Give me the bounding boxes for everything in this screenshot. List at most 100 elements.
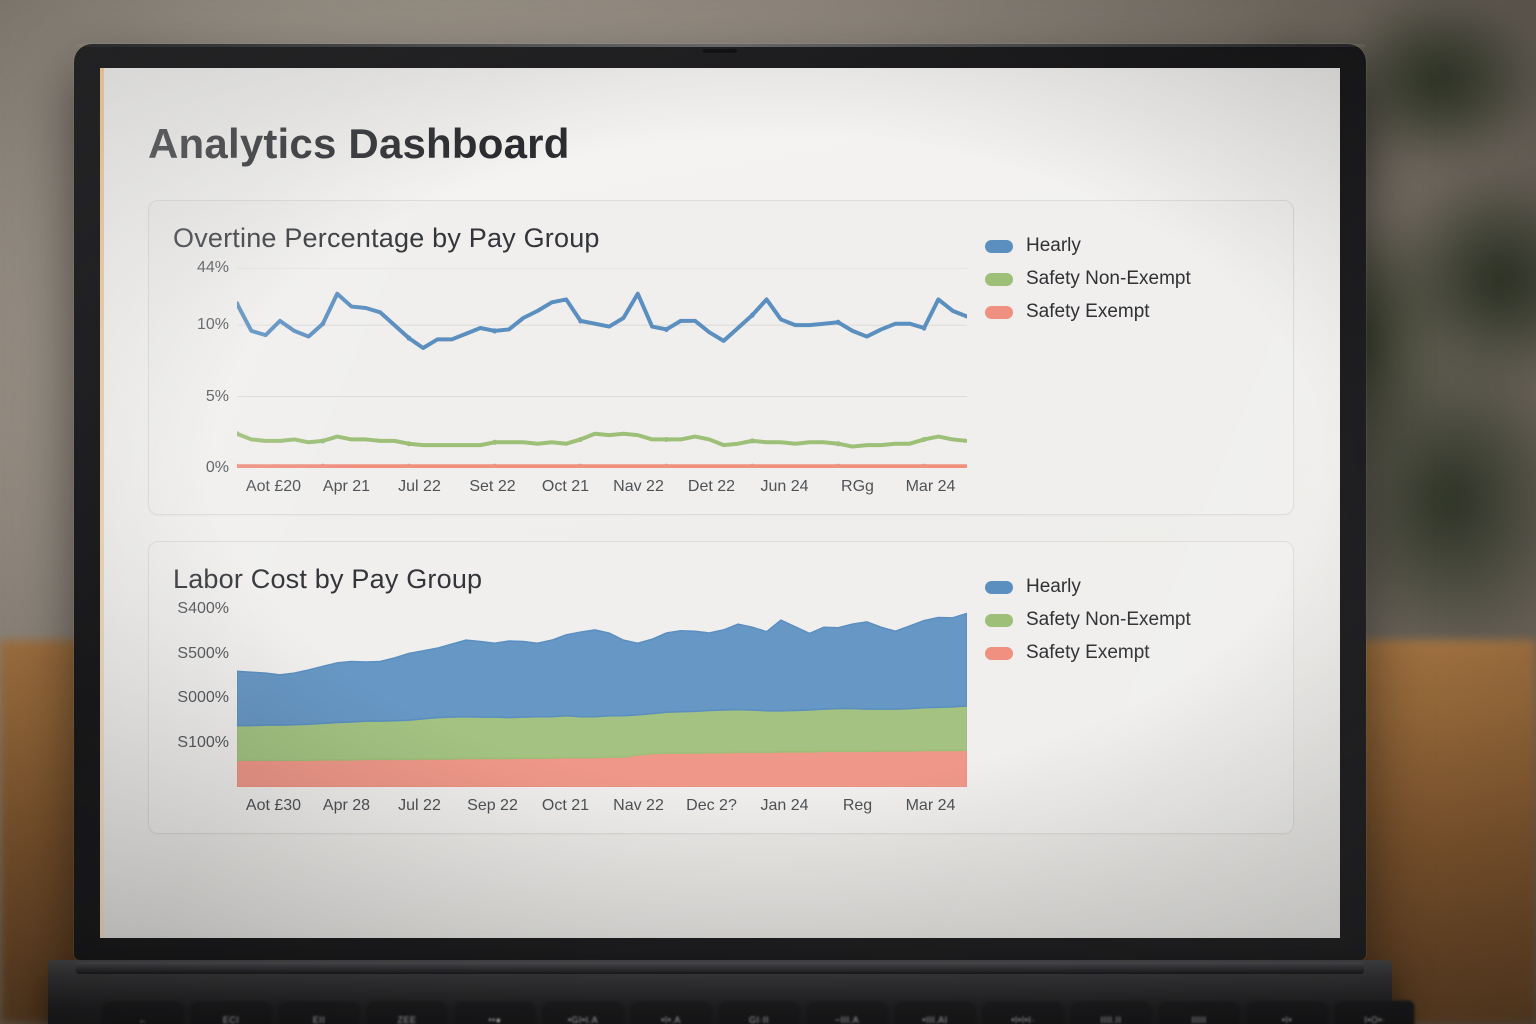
x-axis-tick-label: Aot £20 bbox=[237, 478, 310, 496]
series-marker bbox=[578, 463, 583, 468]
x-axis-tick-label: Det 22 bbox=[675, 478, 748, 496]
legend-swatch-icon bbox=[985, 613, 1013, 627]
keyboard-key[interactable]: EII bbox=[280, 1000, 358, 1024]
x-axis-tick-label: Nav 22 bbox=[602, 797, 675, 815]
legend-item[interactable]: Hearly bbox=[985, 235, 1267, 257]
y-axis-labor-cost: S400% S500% S000% S100% bbox=[173, 600, 237, 787]
page-title: Analytics Dashboard bbox=[148, 120, 1294, 168]
x-axis-tick-label: RGg bbox=[821, 478, 894, 496]
webcam bbox=[703, 49, 737, 53]
legend-swatch-icon bbox=[985, 580, 1013, 594]
y-axis-tick-label: S000% bbox=[177, 689, 229, 707]
x-axis-tick-label: Nav 22 bbox=[602, 478, 675, 496]
x-axis-tick-label: Oct 21 bbox=[529, 797, 602, 815]
card-overtime-percentage: Overtine Percentage by Pay Group 44% 10% 5… bbox=[148, 200, 1294, 515]
x-axis-overtime: Aot £20Apr 21Jul 22Set 22Oct 21Nav 22Det… bbox=[237, 478, 967, 496]
series-marker bbox=[578, 318, 583, 324]
series-area bbox=[237, 613, 967, 725]
x-axis-tick-label: Oct 21 bbox=[529, 478, 602, 496]
series-marker bbox=[921, 436, 927, 443]
keyboard-key[interactable]: IIII.II bbox=[1072, 1000, 1150, 1024]
legend-labor-cost: Hearly Safety Non-Exempt Safety Exempt bbox=[967, 564, 1267, 815]
legend-item[interactable]: Safety Non-Exempt bbox=[985, 609, 1267, 631]
lid-edge-highlight bbox=[74, 44, 1366, 47]
x-axis-tick-label: Apr 28 bbox=[310, 797, 383, 815]
y-axis-tick-label: 0% bbox=[206, 459, 229, 477]
series-marker bbox=[664, 463, 669, 468]
legend-label: Safety Exempt bbox=[1026, 642, 1150, 664]
x-axis-tick-label: Jul 22 bbox=[383, 478, 456, 496]
y-axis-tick-label: S400% bbox=[177, 600, 229, 618]
keyboard-key[interactable]: GI·II bbox=[720, 1000, 798, 1024]
series-marker bbox=[237, 431, 240, 437]
keyboard-key[interactable]: ← bbox=[104, 1000, 182, 1024]
y-axis-tick-label: 5% bbox=[206, 388, 229, 406]
keyboard-key[interactable]: •I•.A bbox=[632, 1000, 710, 1024]
keyboard-key[interactable]: ~III.A bbox=[808, 1000, 886, 1024]
legend-item[interactable]: Safety Exempt bbox=[985, 301, 1267, 323]
series-line bbox=[237, 294, 967, 348]
x-axis-tick-label: Apr 21 bbox=[310, 478, 383, 496]
keyboard-key[interactable]: IIIII bbox=[1160, 1000, 1238, 1024]
laptop-hinge bbox=[76, 962, 1364, 974]
legend-label: Safety Non-Exempt bbox=[1026, 268, 1191, 290]
series-marker bbox=[664, 436, 669, 443]
series-marker bbox=[406, 463, 412, 468]
series-marker bbox=[320, 321, 326, 327]
chart-title-labor-cost: Labor Cost by Pay Group bbox=[173, 564, 967, 595]
x-axis-tick-label: Jun 24 bbox=[748, 478, 821, 496]
legend-label: Safety Non-Exempt bbox=[1026, 609, 1191, 631]
series-marker bbox=[492, 463, 497, 468]
series-marker bbox=[835, 463, 841, 468]
series-marker bbox=[749, 312, 755, 318]
y-axis-tick-label: S100% bbox=[177, 734, 229, 752]
series-marker bbox=[320, 463, 326, 468]
keyboard-key[interactable]: ••● bbox=[456, 1000, 534, 1024]
series-marker bbox=[237, 301, 240, 307]
series-marker bbox=[237, 463, 240, 468]
card-body: Overtine Percentage by Pay Group 44% 10% 5… bbox=[173, 223, 967, 496]
x-axis-tick-label: Mar 24 bbox=[894, 478, 967, 496]
chart-title-overtime: Overtine Percentage by Pay Group bbox=[173, 223, 967, 254]
y-axis-tick-label: 44% bbox=[197, 259, 229, 277]
x-axis-tick-label: Aot £30 bbox=[237, 797, 310, 815]
keyboard-key[interactable]: ECI bbox=[192, 1000, 270, 1024]
plot-area-overtime: 44% 10% 5% 0% bbox=[173, 259, 967, 476]
x-axis-tick-label: Set 22 bbox=[456, 478, 529, 496]
keyboard-key[interactable]: I•O•· bbox=[1336, 1000, 1414, 1024]
series-marker bbox=[664, 326, 669, 333]
area-chart-labor-cost[interactable] bbox=[237, 609, 967, 787]
series-marker bbox=[492, 439, 497, 445]
x-axis-tick-label: Dec 2? bbox=[675, 797, 748, 815]
series-marker bbox=[578, 436, 583, 443]
line-chart-overtime[interactable] bbox=[237, 268, 967, 468]
keyboard-key[interactable]: •GI•I.A bbox=[544, 1000, 622, 1024]
series-marker bbox=[835, 319, 841, 325]
keyboard-key[interactable]: •I•I•I· bbox=[984, 1000, 1062, 1024]
x-axis-tick-label: Jul 22 bbox=[383, 797, 456, 815]
legend-item[interactable]: Safety Exempt bbox=[985, 642, 1267, 664]
y-axis-tick-label: 10% bbox=[197, 316, 229, 334]
legend-overtime: Hearly Safety Non-Exempt Safety Exempt bbox=[967, 223, 1267, 496]
keyboard-row[interactable]: ← ECI EII ZEE ••● •GI•I.A •I•.A GI·II ~III.A •III… bbox=[104, 1000, 1414, 1024]
series-marker bbox=[320, 438, 326, 444]
keyboard-key[interactable]: •I• bbox=[1248, 1000, 1326, 1024]
series-marker bbox=[921, 463, 927, 468]
x-axis-tick-label: Reg bbox=[821, 797, 894, 815]
keyboard-key[interactable]: ZEE bbox=[368, 1000, 446, 1024]
legend-swatch-icon bbox=[985, 272, 1013, 286]
x-axis-tick-label: Jan 24 bbox=[748, 797, 821, 815]
card-body: Labor Cost by Pay Group S400%S500%S000%S… bbox=[173, 564, 967, 815]
series-marker bbox=[749, 463, 755, 468]
keyboard-key[interactable]: •III.AI bbox=[896, 1000, 974, 1024]
legend-item[interactable]: Hearly bbox=[985, 576, 1267, 598]
legend-label: Safety Exempt bbox=[1026, 301, 1150, 323]
y-axis-tick-label: S500% bbox=[177, 645, 229, 663]
series-marker bbox=[835, 441, 841, 447]
x-axis-tick-label: Mar 24 bbox=[894, 797, 967, 815]
legend-swatch-icon bbox=[985, 305, 1013, 319]
series-marker bbox=[406, 441, 412, 447]
legend-item[interactable]: Safety Non-Exempt bbox=[985, 268, 1267, 290]
